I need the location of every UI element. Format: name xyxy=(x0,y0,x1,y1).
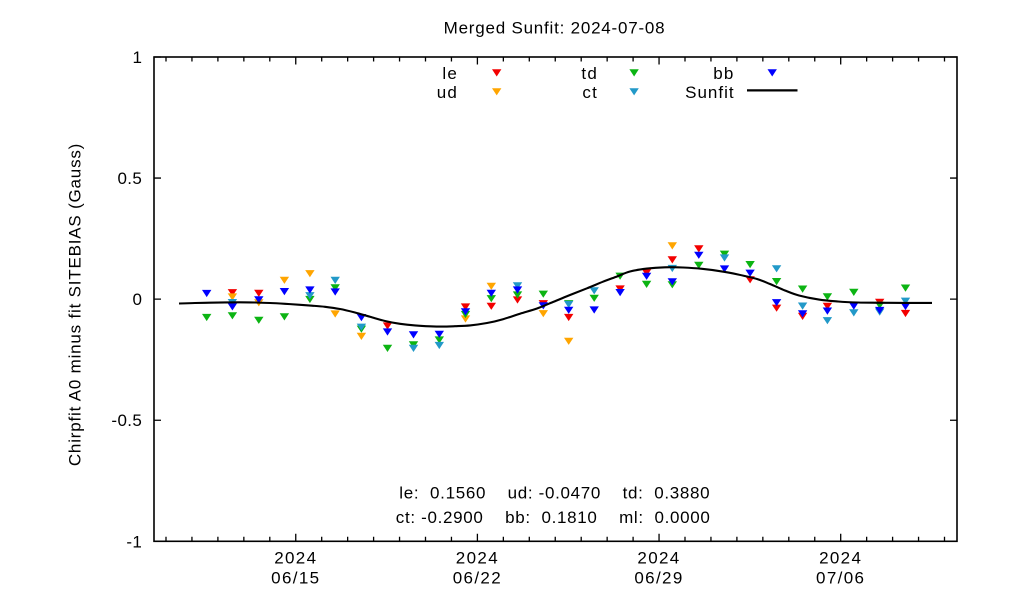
svg-text:le: 0.1560 ud: -0.0470: le: 0.1560 ud: -0.0470 td: 0.3880 xyxy=(399,484,710,503)
svg-text:2024: 2024 xyxy=(456,549,499,568)
svg-text:ct: -0.2900 bb: 0.1810: ct: -0.2900 bb: 0.1810 ml: 0.0000 xyxy=(396,508,711,527)
svg-text:ud: ud xyxy=(437,83,458,102)
svg-text:td: td xyxy=(581,64,598,83)
svg-text:bb: bb xyxy=(713,64,734,83)
svg-text:0: 0 xyxy=(132,290,142,309)
svg-text:06/29: 06/29 xyxy=(634,569,683,588)
svg-text:-1: -1 xyxy=(126,532,142,551)
svg-text:2024: 2024 xyxy=(819,549,862,568)
svg-text:06/15: 06/15 xyxy=(271,569,320,588)
svg-text:2024: 2024 xyxy=(637,549,680,568)
svg-text:Chirpfit A0 minus fit SITEBIAS: Chirpfit A0 minus fit SITEBIAS (Gauss) xyxy=(66,143,85,466)
svg-text:le: le xyxy=(442,64,458,83)
svg-text:07/06: 07/06 xyxy=(816,569,865,588)
svg-text:1: 1 xyxy=(132,48,142,67)
svg-text:2024: 2024 xyxy=(274,549,317,568)
svg-text:Merged Sunfit: 2024-07-08: Merged Sunfit: 2024-07-08 xyxy=(444,19,666,38)
svg-text:-0.5: -0.5 xyxy=(111,411,142,430)
svg-text:0.5: 0.5 xyxy=(117,169,142,188)
svg-text:ct: ct xyxy=(582,83,598,102)
svg-text:Sunfit: Sunfit xyxy=(685,83,734,102)
svg-text:06/22: 06/22 xyxy=(453,569,502,588)
